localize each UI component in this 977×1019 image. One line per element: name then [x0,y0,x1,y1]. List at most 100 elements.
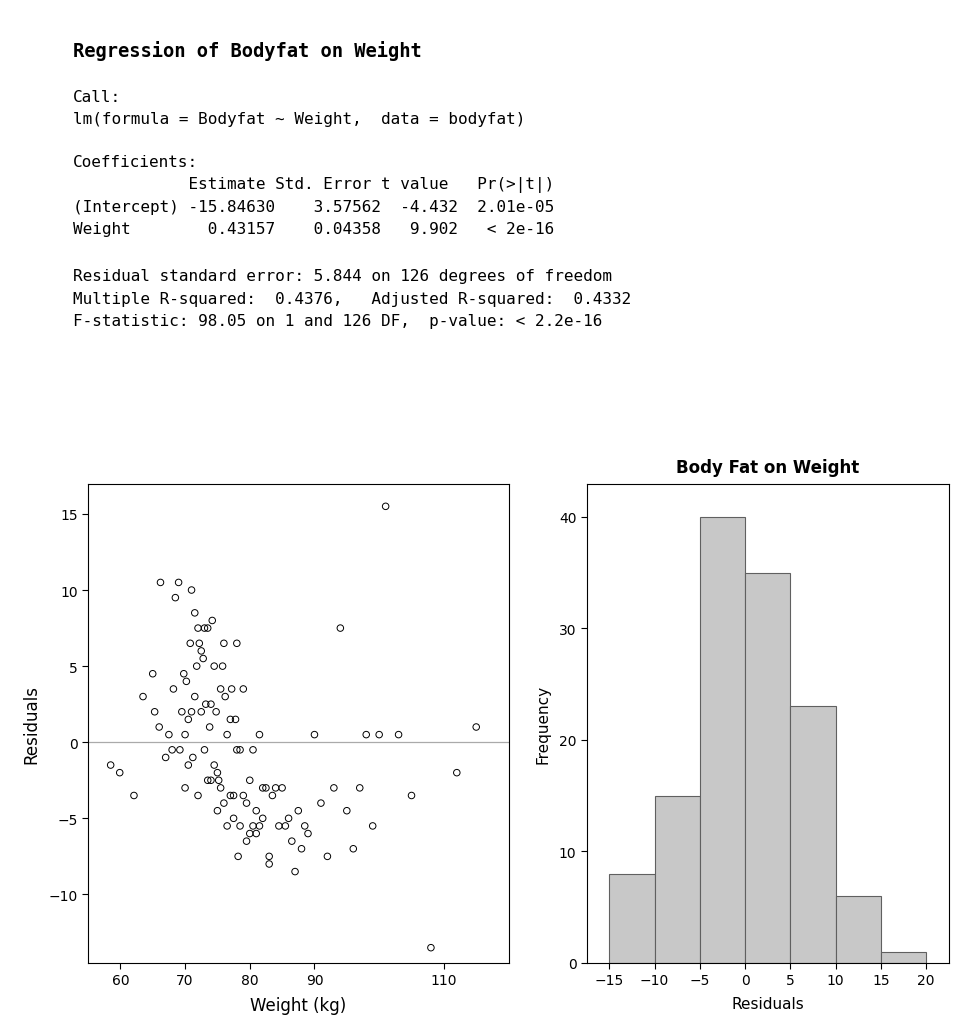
Point [176,666,191,683]
Point [468,719,484,736]
Bar [880,952,925,963]
Point [151,719,167,736]
Point [179,674,194,690]
Point [161,727,177,743]
Bar [654,796,700,963]
Point [391,727,406,743]
Point [261,849,276,865]
Point [187,689,202,705]
Point [271,818,286,835]
Point [339,803,355,819]
Bar [700,518,744,963]
Point [197,696,213,712]
Point [280,810,296,826]
Point [261,856,276,872]
Point [199,621,215,637]
Point [199,772,215,789]
Point [171,575,187,591]
Point [219,818,234,835]
Point [187,605,202,622]
Point [268,780,283,796]
Point [196,621,212,637]
Point [300,825,316,842]
Point [245,742,261,758]
Point [177,727,192,743]
Point [147,704,162,720]
Point [206,658,222,675]
Point [183,636,198,652]
Point [232,742,247,758]
Point [126,788,142,804]
Point [174,704,190,720]
Point [181,711,196,728]
Point [189,658,204,675]
Point [195,651,211,667]
Point [209,803,225,819]
Text: lm(formula = Bodyfat ~ Weight,  data = bodyfat): lm(formula = Bodyfat ~ Weight, data = bo… [73,112,526,127]
Text: Weight        0.43157    0.04358   9.902   < 2e-16: Weight 0.43157 0.04358 9.902 < 2e-16 [73,222,554,237]
Point [204,612,220,629]
Point [229,742,244,758]
Point [352,780,367,796]
Point [223,788,238,804]
Point [325,780,341,796]
Point [238,834,254,850]
Text: Residual standard error: 5.844 on 126 degrees of freedom: Residual standard error: 5.844 on 126 de… [73,269,612,284]
Point [216,636,232,652]
Point [274,780,289,796]
Point [145,666,160,683]
Point [245,818,261,835]
Point [193,704,209,720]
Point [377,498,393,515]
Point [215,658,231,675]
Point [216,795,232,811]
Point [248,803,264,819]
Text: Multiple R-squared:  0.4376,   Adjusted R-squared:  0.4332: Multiple R-squared: 0.4376, Adjusted R-s… [73,291,631,307]
Text: Call:: Call: [73,90,121,105]
Point [111,764,127,781]
Point [167,590,183,606]
Point [255,780,271,796]
Point [313,795,328,811]
Point [448,764,464,781]
Point [265,788,280,804]
Point [219,727,234,743]
Point [358,727,373,743]
Point [364,818,380,835]
Point [251,818,267,835]
Bar [789,707,834,963]
Point [404,788,419,804]
Point [332,621,348,637]
Y-axis label: Residuals: Residuals [22,684,40,763]
Title: Body Fat on Weight: Body Fat on Weight [675,459,859,477]
Point [307,727,322,743]
Point [423,940,439,956]
Point [238,795,254,811]
Point [217,689,233,705]
Text: F-statistic: 98.05 on 1 and 126 DF,  p-value: < 2.2e-16: F-statistic: 98.05 on 1 and 126 DF, p-va… [73,314,602,329]
Point [208,704,224,720]
Point [235,788,251,804]
Point [248,825,264,842]
Point [277,818,293,835]
Point [209,764,225,781]
Point [203,772,219,789]
Point [181,757,196,773]
Point [191,636,207,652]
Point [297,818,313,835]
X-axis label: Residuals: Residuals [731,996,803,1011]
Point [190,621,205,637]
Point [345,841,361,857]
Point [152,575,168,591]
Point [201,719,217,736]
Point [319,849,335,865]
Point [293,841,309,857]
Text: (Intercept) -15.84630    3.57562  -4.432  2.01e-05: (Intercept) -15.84630 3.57562 -4.432 2.0… [73,200,554,215]
Point [184,704,199,720]
Point [135,689,150,705]
Point [371,727,387,743]
Point [241,825,257,842]
Point [103,757,118,773]
Point [255,810,271,826]
Point [213,780,229,796]
